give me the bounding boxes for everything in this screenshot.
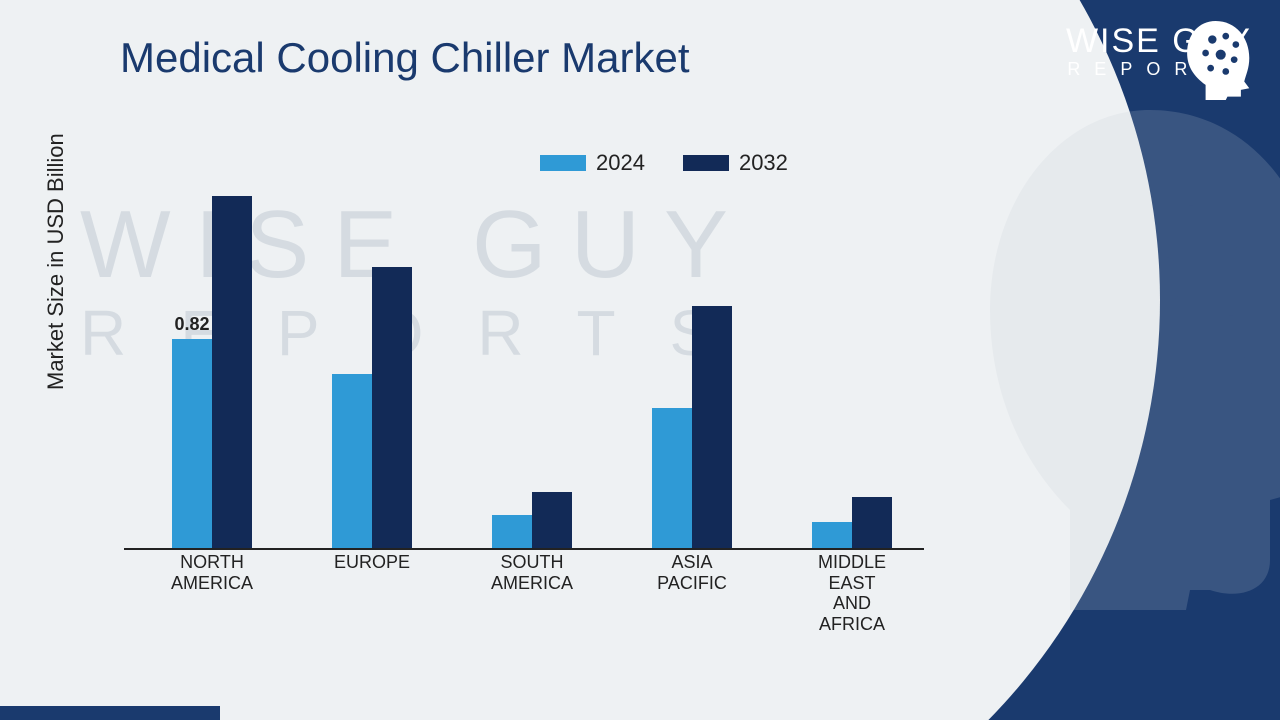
y-axis-label: Market Size in USD Billion [43,133,69,390]
legend-swatch [540,155,586,171]
category-label: ASIAPACIFIC [622,552,762,593]
chart-title: Medical Cooling Chiller Market [120,34,690,82]
bar-group [632,306,752,548]
brand-head-icon [1172,16,1256,100]
bar-group [152,196,272,548]
bar [332,374,372,548]
category-label: MIDDLEEASTANDAFRICA [782,552,922,635]
category-label: SOUTHAMERICA [462,552,602,593]
bar-group [792,497,912,548]
bar [372,267,412,548]
bar [812,522,852,548]
bar-group [312,267,432,548]
legend-item: 2024 [540,150,645,176]
bar [692,306,732,548]
bar [492,515,532,548]
legend-swatch [683,155,729,171]
category-label: NORTHAMERICA [142,552,282,593]
chart-area: Market Size in USD Billion 20242032 0.82… [60,150,940,630]
legend-item: 2032 [683,150,788,176]
brand-logo: WISE GUY REPORTS [1066,22,1252,80]
bar-group [472,492,592,548]
data-label: 0.82 [174,314,209,335]
legend-label: 2032 [739,150,788,176]
page-root: WISE GUY REPORTS WISE GUY REPORTS Medica… [0,0,1280,720]
bar [852,497,892,548]
plot-area: 0.82 [124,180,924,550]
bar [532,492,572,548]
chart-legend: 2024 2032 [540,150,788,176]
category-label: EUROPE [302,552,442,573]
watermark-head-icon [940,90,1280,610]
bar [652,408,692,548]
bar [172,339,212,548]
bar [212,196,252,548]
legend-label: 2024 [596,150,645,176]
bottom-accent-bar [0,706,220,720]
